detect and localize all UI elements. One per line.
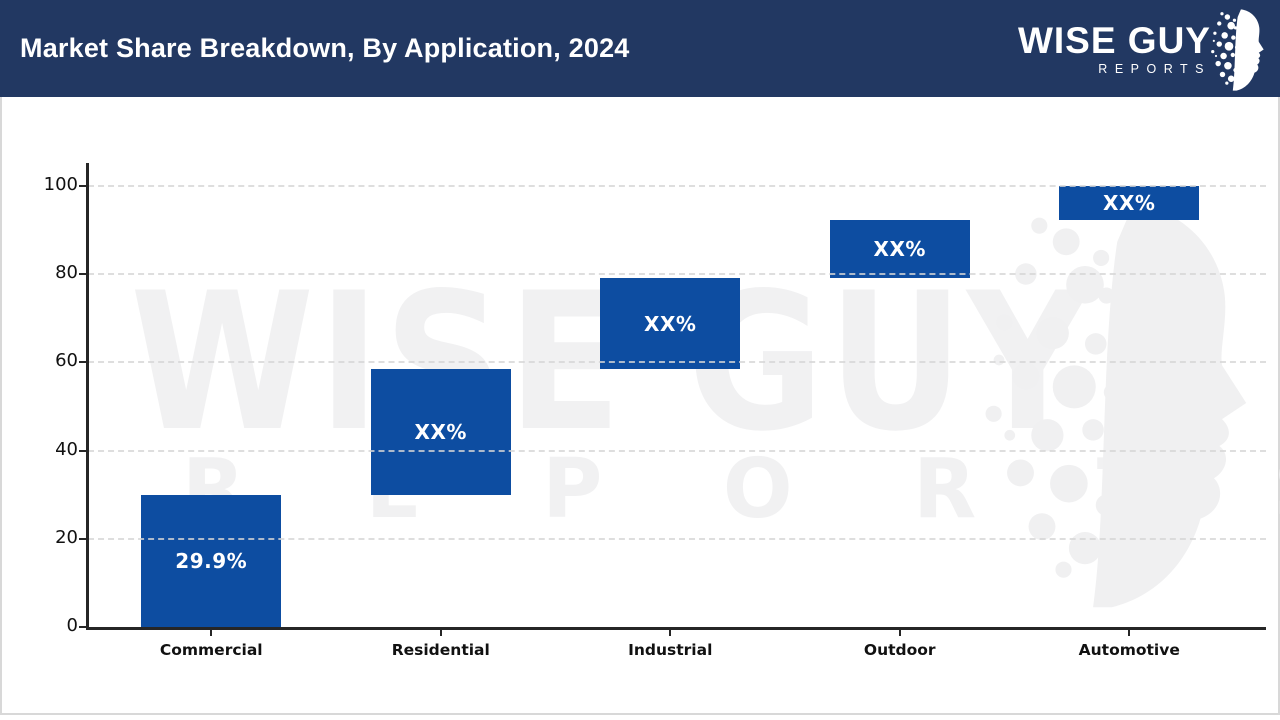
x-axis-tick-mark (669, 629, 672, 636)
x-axis-tick-mark (210, 629, 213, 636)
wise-guy-reports-logo: WISE GUY REPORTS (1018, 4, 1268, 94)
gridline-100 (88, 185, 1266, 187)
gridline-80 (88, 273, 1266, 276)
y-axis-tick-mark (79, 449, 86, 452)
x-axis-category-label: Commercial (159, 641, 263, 659)
x-axis-category-label: Automotive (1078, 641, 1180, 659)
gridline-40 (88, 449, 1266, 452)
y-axis-tick-label: 20 (55, 526, 78, 548)
page-title: Market Share Breakdown, By Application, … (20, 33, 630, 63)
x-axis-category-label: Industrial (628, 641, 713, 659)
y-axis-tick-label: 100 (43, 174, 78, 195)
logo-reports-text: REPORTS (1098, 62, 1211, 77)
x-axis-category-label: Outdoor (863, 641, 936, 659)
y-axis-tick-mark (79, 537, 86, 540)
gridline-60 (88, 361, 1266, 364)
header-bar: Market Share Breakdown, By Application, … (0, 0, 1280, 97)
logo-face-icon (1211, 8, 1264, 91)
x-axis-tick-mark (439, 629, 442, 636)
x-axis-tick-mark (898, 629, 901, 636)
bar-residential: XX% (370, 369, 511, 496)
gridline-20 (88, 537, 1266, 540)
bar-automotive: XX% (1059, 186, 1200, 220)
bar-value-label: 29.9% (175, 549, 248, 574)
bar-value-label: XX% (1103, 190, 1156, 215)
bar-industrial: XX% (600, 277, 741, 370)
y-axis-tick-mark (79, 185, 86, 187)
bar-value-label: XX% (644, 311, 697, 336)
y-axis-tick-mark (79, 273, 86, 276)
bar-commercial: 29.9% (141, 495, 282, 627)
y-axis-tick-label: 0 (66, 615, 78, 636)
bar-outdoor: XX% (829, 219, 970, 278)
y-axis-tick-label: 80 (55, 262, 78, 284)
y-axis-tick-label: 60 (55, 350, 78, 372)
x-axis-line (86, 627, 1266, 630)
x-axis-category-label: Residential (391, 641, 490, 659)
y-axis-line (86, 163, 89, 629)
y-axis-tick-mark (79, 626, 86, 628)
x-axis-tick-mark (1128, 629, 1131, 636)
y-axis-tick-label: 40 (55, 438, 78, 460)
y-axis-tick-mark (79, 361, 86, 364)
bar-value-label: XX% (414, 420, 467, 445)
bar-value-label: XX% (873, 236, 926, 261)
logo-wise-guy-text: WISE GUY (1017, 20, 1211, 62)
logo-text: WISE GUY REPORTS (1018, 22, 1211, 76)
